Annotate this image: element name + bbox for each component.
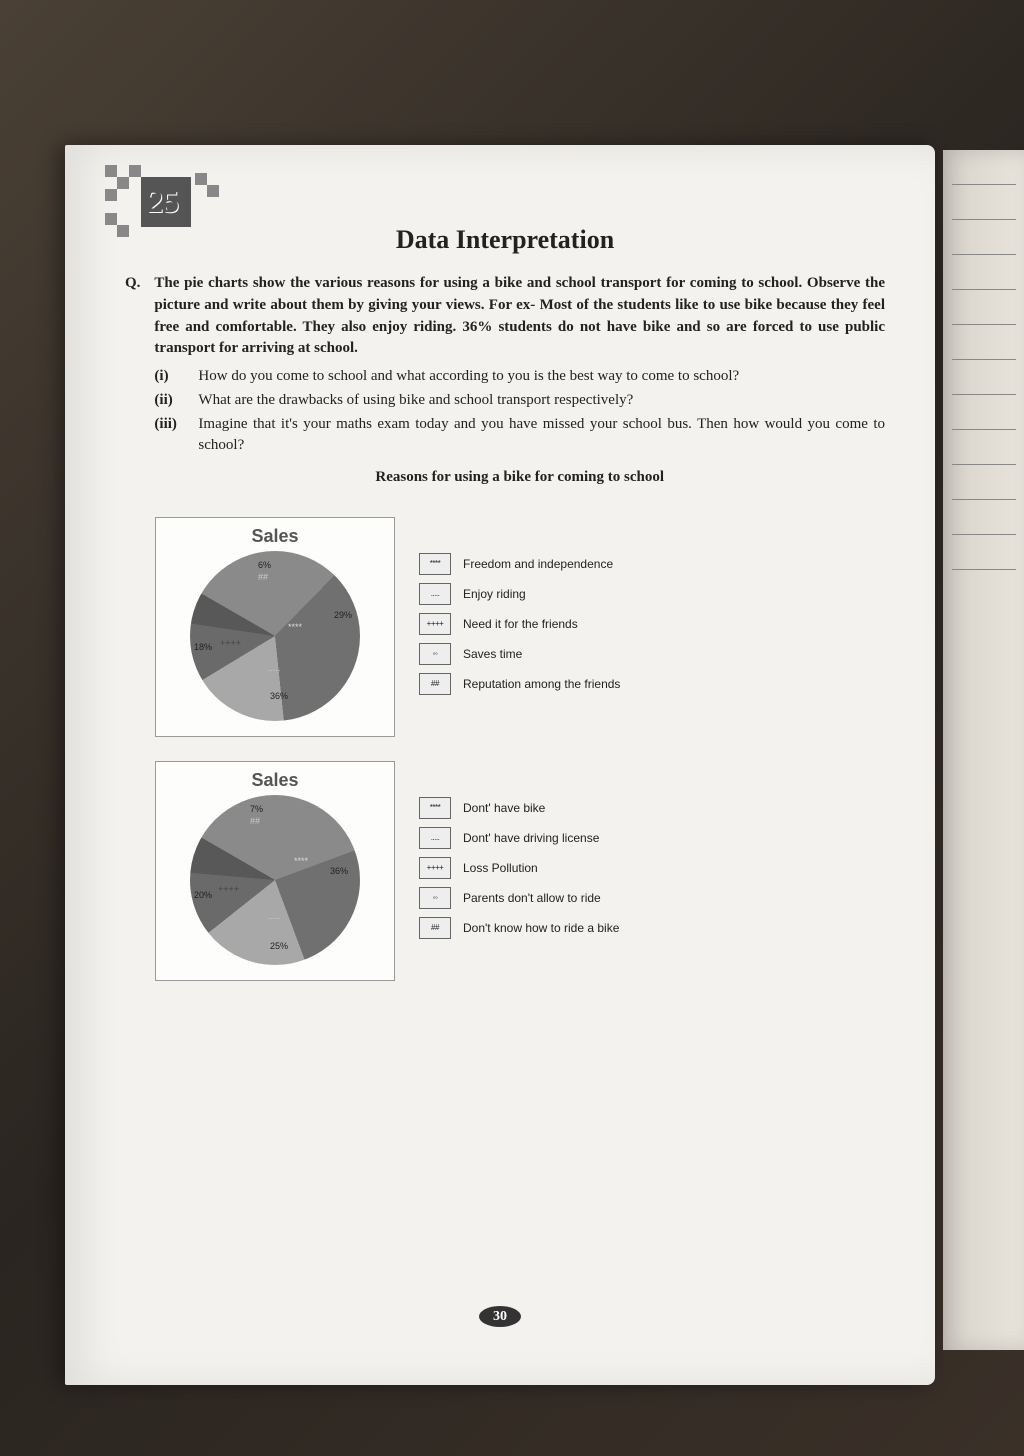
- legend-label: Enjoy riding: [463, 587, 526, 601]
- legend-transport: **** Dont' have bike ..... Dont' have dr…: [419, 789, 885, 947]
- chart-row-transport: Sales 36% **** 25% ..... 20% ++++ 7% ## …: [155, 761, 885, 981]
- pie-chart-transport: Sales 36% **** 25% ..... 20% ++++ 7% ##: [155, 761, 395, 981]
- chart-title: Sales: [164, 526, 386, 547]
- page-number: 30: [479, 1307, 521, 1325]
- legend-item: **** Freedom and independence: [419, 553, 885, 575]
- legend-item: ◦◦ Parents don't allow to ride: [419, 887, 885, 909]
- legend-item: **** Dont' have bike: [419, 797, 885, 819]
- legend-label: Parents don't allow to ride: [463, 891, 601, 905]
- pattern-swatch: ****: [419, 553, 451, 575]
- pattern-swatch: ##: [419, 673, 451, 695]
- question-label: Q.: [125, 273, 140, 503]
- legend-item: ..... Enjoy riding: [419, 583, 885, 605]
- charts-heading: Reasons for using a bike for coming to s…: [154, 467, 885, 489]
- legend-item: ++++ Loss Pollution: [419, 857, 885, 879]
- pattern-swatch: .....: [419, 827, 451, 849]
- facing-page-edge: [943, 150, 1024, 1350]
- question-block: Q. The pie charts show the various reaso…: [125, 273, 885, 503]
- sub-question: (i) How do you come to school and what a…: [154, 366, 885, 388]
- page-title: Data Interpretation: [125, 225, 885, 255]
- legend-item: ◦◦ Saves time: [419, 643, 885, 665]
- legend-item: ++++ Need it for the friends: [419, 613, 885, 635]
- legend-label: Loss Pollution: [463, 861, 538, 875]
- pattern-swatch: ****: [419, 797, 451, 819]
- sub-question: (ii) What are the drawbacks of using bik…: [154, 390, 885, 412]
- pattern-swatch: ◦◦: [419, 643, 451, 665]
- legend-label: Saves time: [463, 647, 522, 661]
- chart-title: Sales: [164, 770, 386, 791]
- legend-label: Dont' have driving license: [463, 831, 599, 845]
- legend-item: ## Don't know how to ride a bike: [419, 917, 885, 939]
- textbook-page: 25 Data Interpretation Q. The pie charts…: [65, 145, 935, 1385]
- legend-item: ..... Dont' have driving license: [419, 827, 885, 849]
- pattern-swatch: ++++: [419, 613, 451, 635]
- pattern-swatch: ◦◦: [419, 887, 451, 909]
- legend-label: Don't know how to ride a bike: [463, 921, 619, 935]
- pattern-swatch: .....: [419, 583, 451, 605]
- pattern-swatch: ++++: [419, 857, 451, 879]
- question-prompt: The pie charts show the various reasons …: [154, 273, 885, 360]
- legend-label: Freedom and independence: [463, 557, 613, 571]
- legend-label: Reputation among the friends: [463, 677, 620, 691]
- legend-label: Need it for the friends: [463, 617, 578, 631]
- sub-question: (iii) Imagine that it's your maths exam …: [154, 414, 885, 458]
- legend-label: Dont' have bike: [463, 801, 545, 815]
- legend-item: ## Reputation among the friends: [419, 673, 885, 695]
- pie-chart-bike: Sales 29% **** 36% ..... 18% ++++ 6% ##: [155, 517, 395, 737]
- legend-bike: **** Freedom and independence ..... Enjo…: [419, 545, 885, 703]
- pattern-swatch: ##: [419, 917, 451, 939]
- sub-question-list: (i) How do you come to school and what a…: [154, 366, 885, 457]
- pie-graphic: [190, 795, 360, 965]
- chapter-number: 25: [147, 183, 179, 220]
- chart-row-bike: Sales 29% **** 36% ..... 18% ++++ 6% ## …: [155, 517, 885, 737]
- chapter-badge: 25: [105, 165, 225, 255]
